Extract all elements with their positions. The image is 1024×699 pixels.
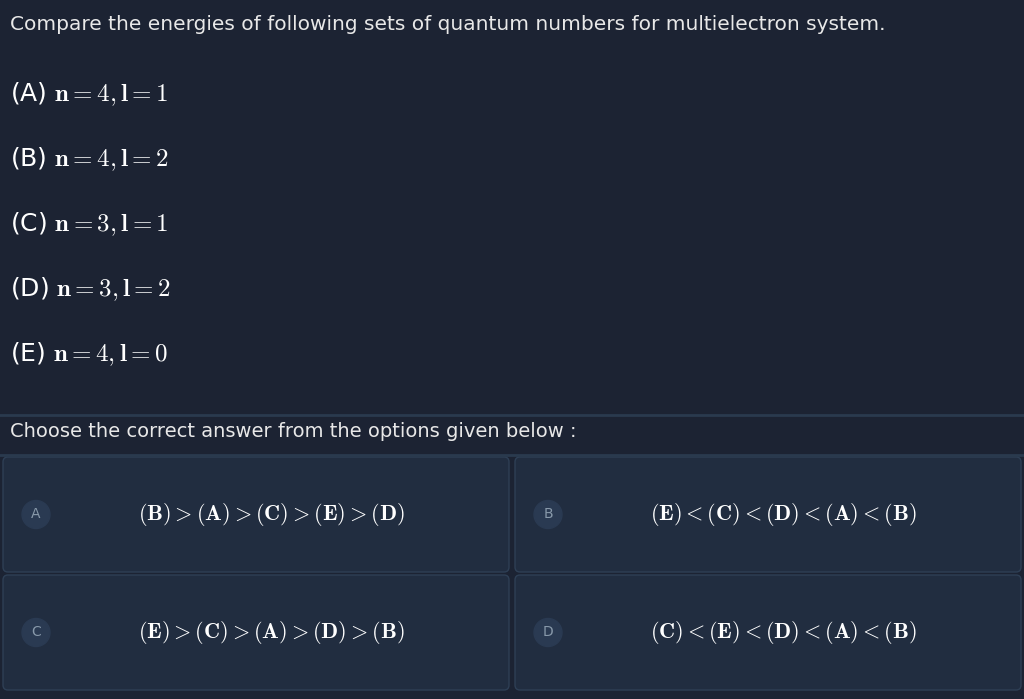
FancyBboxPatch shape — [515, 457, 1021, 572]
Circle shape — [22, 500, 50, 528]
Circle shape — [534, 500, 562, 528]
Text: $\mathbf{(E) < (C) < (D) < (A) < (B)}$: $\mathbf{(E) < (C) < (D) < (A) < (B)}$ — [649, 501, 916, 528]
Circle shape — [534, 619, 562, 647]
Text: (E) $\mathbf{n = 4, l = 0}$: (E) $\mathbf{n = 4, l = 0}$ — [10, 340, 168, 368]
Text: (B) $\mathbf{n = 4, l = 2}$: (B) $\mathbf{n = 4, l = 2}$ — [10, 145, 169, 173]
Text: $\mathbf{(C) < (E) < (D) < (A) < (B)}$: $\mathbf{(C) < (E) < (D) < (A) < (B)}$ — [649, 619, 916, 646]
FancyBboxPatch shape — [3, 457, 509, 572]
Text: (A) $\mathbf{n = 4, l = 1}$: (A) $\mathbf{n = 4, l = 1}$ — [10, 80, 168, 108]
Text: D: D — [543, 626, 553, 640]
Text: B: B — [543, 507, 553, 521]
Circle shape — [22, 619, 50, 647]
Text: $\mathbf{(B) > (A) > (C) > (E) > (D)}$: $\mathbf{(B) > (A) > (C) > (E) > (D)}$ — [137, 501, 404, 528]
FancyBboxPatch shape — [515, 575, 1021, 690]
Text: C: C — [31, 626, 41, 640]
Text: A: A — [32, 507, 41, 521]
FancyBboxPatch shape — [3, 575, 509, 690]
Text: $\mathbf{(E) > (C) > (A) > (D) > (B)}$: $\mathbf{(E) > (C) > (A) > (D) > (B)}$ — [137, 619, 404, 646]
Text: (C) $\mathbf{n = 3, l = 1}$: (C) $\mathbf{n = 3, l = 1}$ — [10, 210, 169, 238]
Text: Choose the correct answer from the options given below :: Choose the correct answer from the optio… — [10, 422, 577, 441]
Text: (D) $\mathbf{n = 3, l = 2}$: (D) $\mathbf{n = 3, l = 2}$ — [10, 275, 171, 303]
Text: Compare the energies of following sets of quantum numbers for multielectron syst: Compare the energies of following sets o… — [10, 15, 886, 34]
